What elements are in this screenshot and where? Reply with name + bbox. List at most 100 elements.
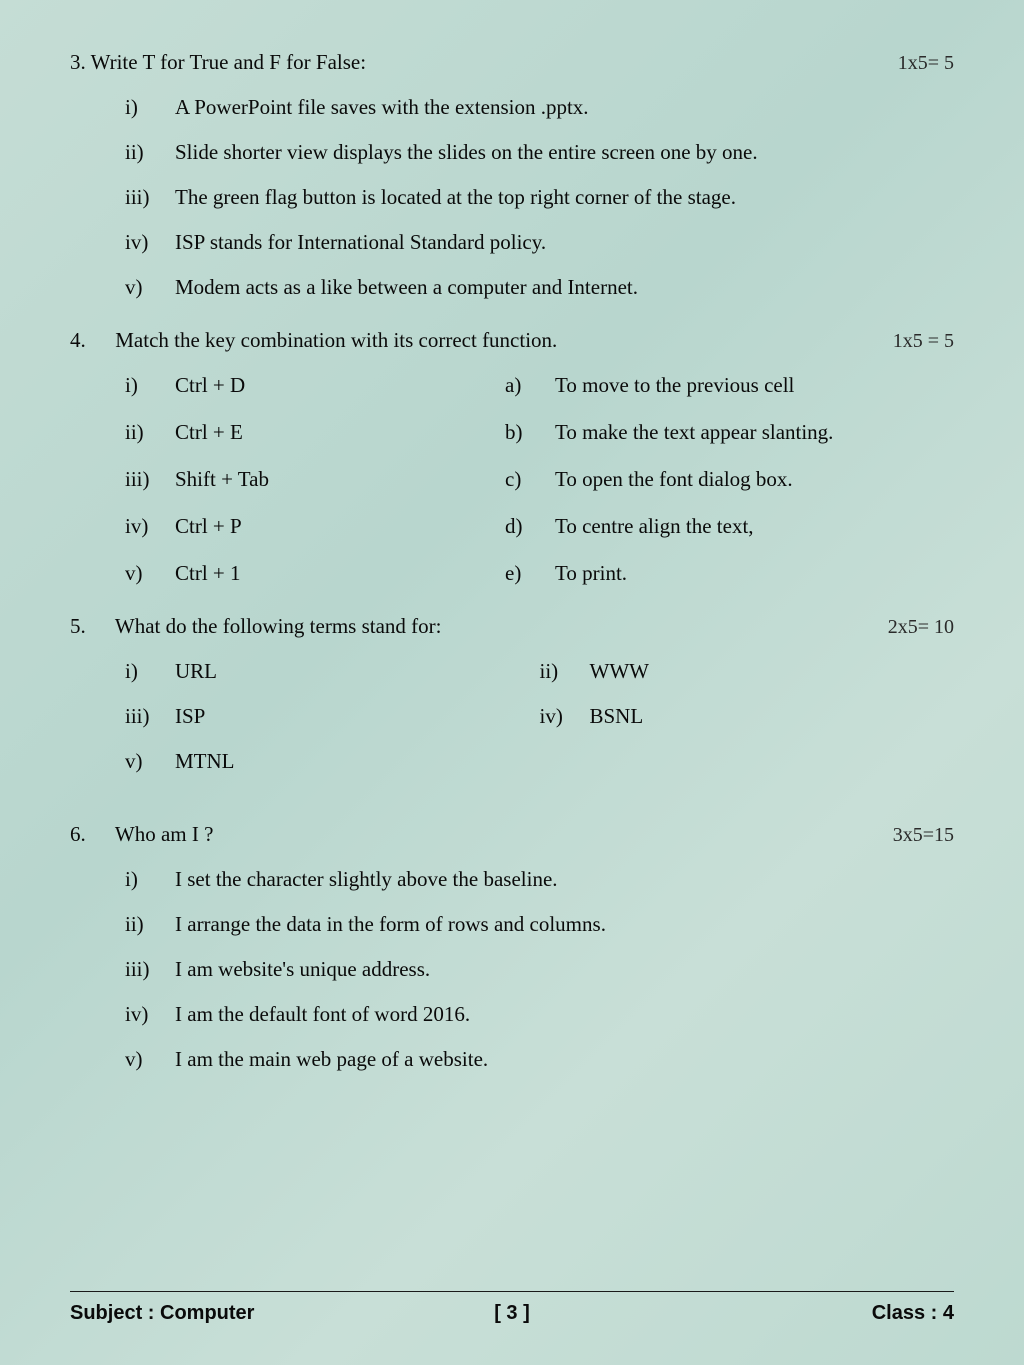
item-text: I am the main web page of a website. bbox=[175, 1047, 954, 1072]
match-text: Ctrl + D bbox=[175, 373, 245, 398]
item-text: BSNL bbox=[590, 704, 644, 729]
footer-page: [ 3 ] bbox=[494, 1302, 530, 1325]
q4-number: 4. bbox=[70, 328, 110, 353]
q3-header: 3. Write T for True and F for False: 1x5… bbox=[70, 50, 954, 75]
item-label: v) bbox=[125, 275, 175, 300]
match-left: v) Ctrl + 1 bbox=[125, 561, 505, 586]
item-label: iv) bbox=[125, 230, 175, 255]
item-label: iii) bbox=[125, 185, 175, 210]
match-left: iii) Shift + Tab bbox=[125, 467, 505, 492]
match-text: Shift + Tab bbox=[175, 467, 269, 492]
match-text: To make the text appear slanting. bbox=[555, 420, 833, 445]
match-label: c) bbox=[505, 467, 555, 492]
q5-item: iii) ISP bbox=[125, 704, 540, 729]
item-label: i) bbox=[125, 867, 175, 892]
item-text: WWW bbox=[590, 659, 649, 684]
q5-item: ii) WWW bbox=[540, 659, 955, 684]
match-label: a) bbox=[505, 373, 555, 398]
match-text: To print. bbox=[555, 561, 627, 586]
q4-marks: 1x5 = 5 bbox=[893, 330, 954, 353]
q5-title: 5. What do the following terms stand for… bbox=[70, 614, 441, 639]
q3-title: 3. Write T for True and F for False: bbox=[70, 50, 366, 75]
q5-marks: 2x5= 10 bbox=[888, 616, 954, 639]
q6-item: iv) I am the default font of word 2016. bbox=[125, 1002, 954, 1027]
item-label: v) bbox=[125, 749, 175, 774]
item-text: MTNL bbox=[175, 749, 235, 774]
match-label: b) bbox=[505, 420, 555, 445]
match-row: iii) Shift + Tab c) To open the font dia… bbox=[70, 467, 954, 492]
item-label: iv) bbox=[125, 1002, 175, 1027]
q4-header: 4. Match the key combination with its co… bbox=[70, 328, 954, 353]
match-text: Ctrl + 1 bbox=[175, 561, 241, 586]
match-left: ii) Ctrl + E bbox=[125, 420, 505, 445]
item-label: iii) bbox=[125, 957, 175, 982]
match-text: To move to the previous cell bbox=[555, 373, 794, 398]
q3-items: i) A PowerPoint file saves with the exte… bbox=[70, 95, 954, 300]
match-right: a) To move to the previous cell bbox=[505, 373, 954, 398]
q5-title-text: What do the following terms stand for: bbox=[115, 614, 442, 638]
item-text: A PowerPoint file saves with the extensi… bbox=[175, 95, 954, 120]
match-label: e) bbox=[505, 561, 555, 586]
q5-number: 5. bbox=[70, 614, 110, 639]
q5-item: v) MTNL bbox=[125, 749, 540, 774]
q5-header: 5. What do the following terms stand for… bbox=[70, 614, 954, 639]
q5-item: iv) BSNL bbox=[540, 704, 955, 729]
item-text: The green flag button is located at the … bbox=[175, 185, 954, 210]
item-label: iv) bbox=[540, 704, 590, 729]
q3-number: 3. bbox=[70, 50, 86, 74]
match-label: ii) bbox=[125, 420, 175, 445]
match-left: iv) Ctrl + P bbox=[125, 514, 505, 539]
q5-item: i) URL bbox=[125, 659, 540, 684]
item-label: i) bbox=[125, 659, 175, 684]
match-label: v) bbox=[125, 561, 175, 586]
q3-item: ii) Slide shorter view displays the slid… bbox=[125, 140, 954, 165]
q6-item: iii) I am website's unique address. bbox=[125, 957, 954, 982]
match-left: i) Ctrl + D bbox=[125, 373, 505, 398]
q6-number: 6. bbox=[70, 822, 110, 847]
match-row: i) Ctrl + D a) To move to the previous c… bbox=[70, 373, 954, 398]
question-4: 4. Match the key combination with its co… bbox=[70, 328, 954, 586]
match-row: ii) Ctrl + E b) To make the text appear … bbox=[70, 420, 954, 445]
q6-item: ii) I arrange the data in the form of ro… bbox=[125, 912, 954, 937]
match-right: b) To make the text appear slanting. bbox=[505, 420, 954, 445]
match-row: iv) Ctrl + P d) To centre align the text… bbox=[70, 514, 954, 539]
item-text: Slide shorter view displays the slides o… bbox=[175, 140, 954, 165]
q4-title: 4. Match the key combination with its co… bbox=[70, 328, 557, 353]
q6-item: v) I am the main web page of a website. bbox=[125, 1047, 954, 1072]
match-label: iv) bbox=[125, 514, 175, 539]
q4-title-text: Match the key combination with its corre… bbox=[115, 328, 557, 352]
item-label: iii) bbox=[125, 704, 175, 729]
item-text: Modem acts as a like between a computer … bbox=[175, 275, 954, 300]
q6-title-text: Who am I ? bbox=[115, 822, 214, 846]
item-text: URL bbox=[175, 659, 217, 684]
item-text: I am website's unique address. bbox=[175, 957, 954, 982]
match-label: i) bbox=[125, 373, 175, 398]
question-5: 5. What do the following terms stand for… bbox=[70, 614, 954, 794]
q3-item: i) A PowerPoint file saves with the exte… bbox=[125, 95, 954, 120]
q3-marks: 1x5= 5 bbox=[898, 52, 954, 75]
q6-items: i) I set the character slightly above th… bbox=[70, 867, 954, 1072]
item-text: I set the character slightly above the b… bbox=[175, 867, 954, 892]
item-label: ii) bbox=[125, 140, 175, 165]
match-text: Ctrl + P bbox=[175, 514, 242, 539]
q3-title-text: Write T for True and F for False: bbox=[91, 50, 366, 74]
question-3: 3. Write T for True and F for False: 1x5… bbox=[70, 50, 954, 300]
q6-title: 6. Who am I ? bbox=[70, 822, 213, 847]
q6-header: 6. Who am I ? 3x5=15 bbox=[70, 822, 954, 847]
page-footer: Subject : Computer [ 3 ] Class : 4 bbox=[70, 1291, 954, 1325]
q6-marks: 3x5=15 bbox=[893, 824, 954, 847]
item-label: ii) bbox=[125, 912, 175, 937]
item-text: I am the default font of word 2016. bbox=[175, 1002, 954, 1027]
match-label: d) bbox=[505, 514, 555, 539]
match-right: d) To centre align the text, bbox=[505, 514, 954, 539]
footer-class: Class : 4 bbox=[872, 1302, 954, 1325]
match-text: To open the font dialog box. bbox=[555, 467, 793, 492]
item-text: ISP bbox=[175, 704, 205, 729]
match-text: Ctrl + E bbox=[175, 420, 243, 445]
q5-items: i) URL ii) WWW iii) ISP iv) BSNL v) MTNL bbox=[70, 659, 954, 794]
match-right: e) To print. bbox=[505, 561, 954, 586]
question-6: 6. Who am I ? 3x5=15 i) I set the charac… bbox=[70, 822, 954, 1072]
q4-match-rows: i) Ctrl + D a) To move to the previous c… bbox=[70, 373, 954, 586]
footer-subject: Subject : Computer bbox=[70, 1302, 254, 1325]
item-label: ii) bbox=[540, 659, 590, 684]
